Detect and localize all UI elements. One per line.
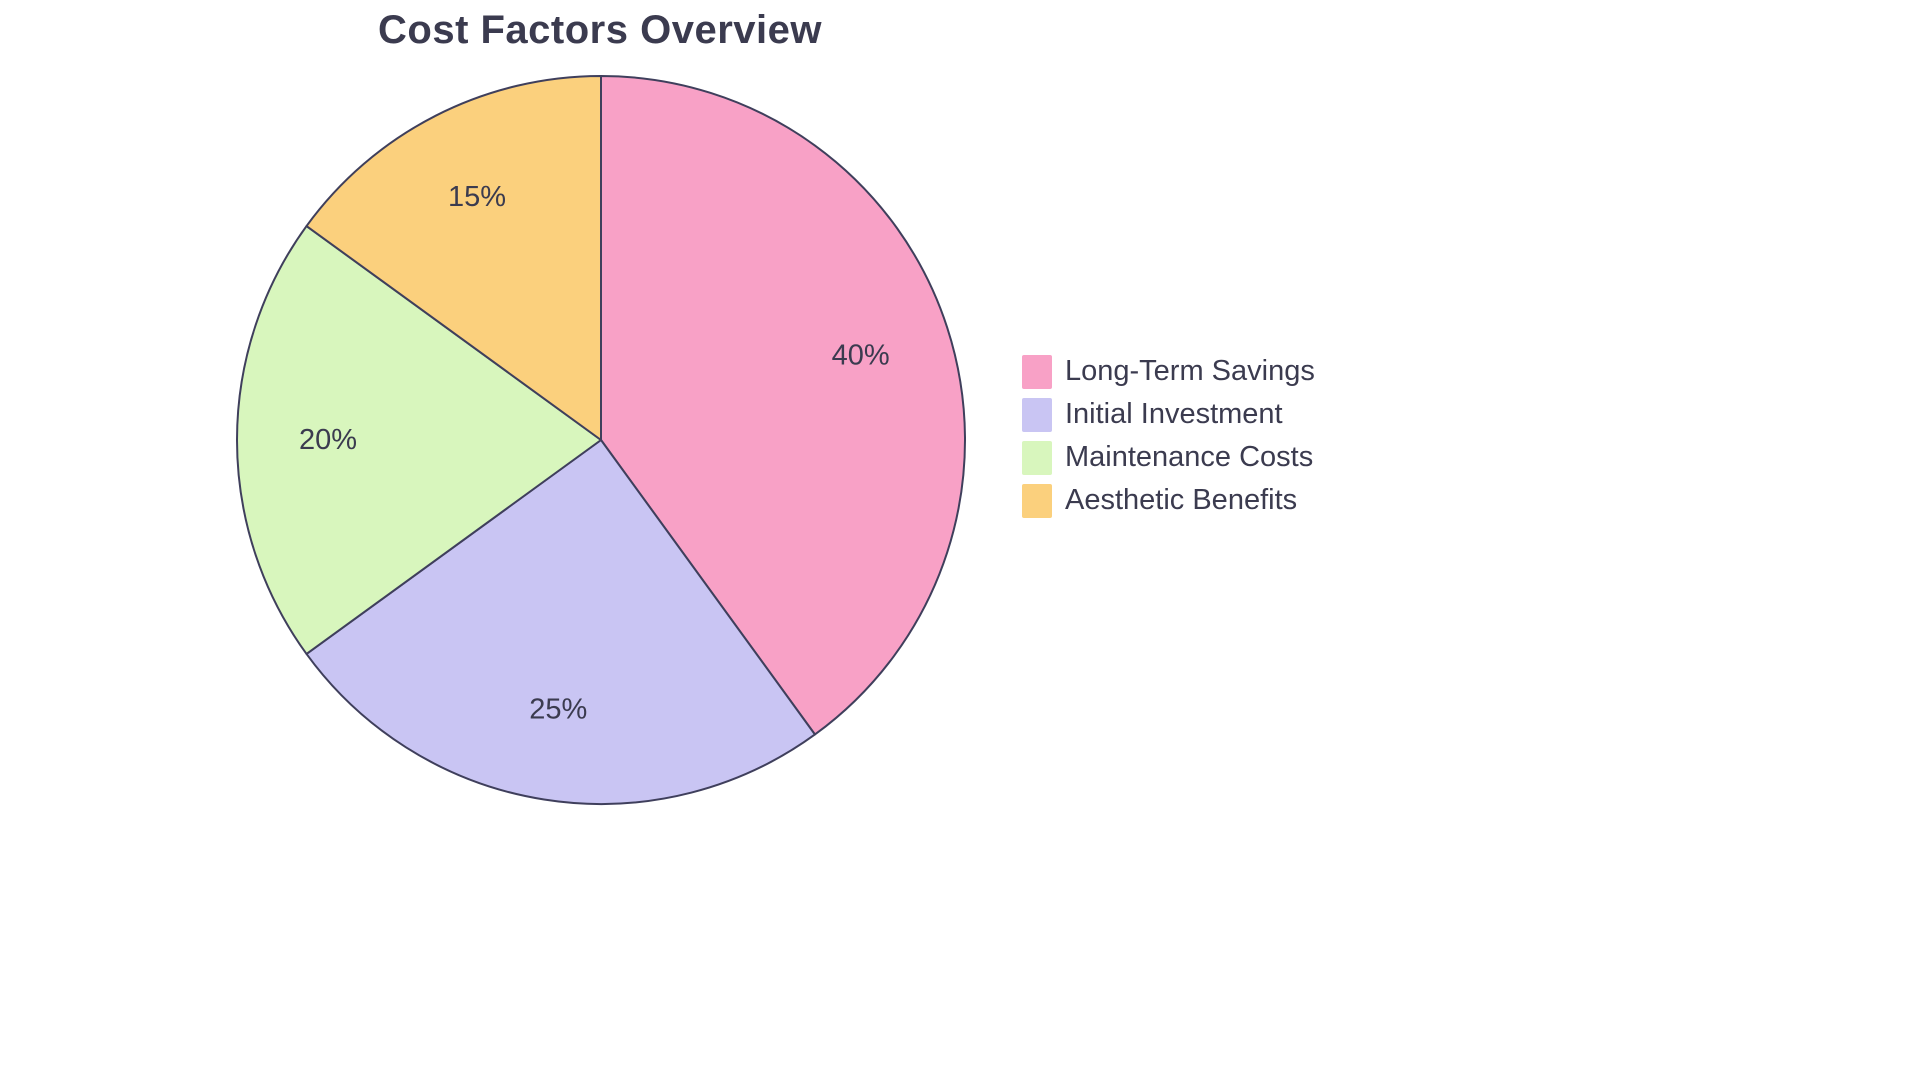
legend-label: Initial Investment [1065,398,1283,430]
legend-swatch [1022,483,1052,518]
pie-slice-aesthetic-benefits [305,75,602,441]
slice-value-label: 40% [832,340,890,372]
chart-title: Cost Factors Overview [378,8,822,52]
slice-value-label: 15% [448,181,506,213]
legend-label: Aesthetic Benefits [1065,484,1298,516]
legend-item: Maintenance Costs [1022,436,1315,479]
legend-swatch [1022,397,1052,432]
legend-swatch [1022,440,1052,475]
pie-slice-initial-investment [305,439,816,805]
slice-value-label: 25% [529,694,587,726]
legend: Long-Term Savings Initial Investment Maint… [1022,350,1315,522]
legend-swatch [1022,354,1052,389]
legend-item: Long-Term Savings [1022,350,1315,393]
pie-slice-long-term-savings [600,75,966,736]
slice-value-label: 20% [299,424,357,456]
legend-label: Long-Term Savings [1065,355,1315,387]
legend-label: Maintenance Costs [1065,441,1314,473]
pie-slice-maintenance-costs [236,225,602,655]
legend-item: Aesthetic Benefits [1022,479,1315,522]
legend-item: Initial Investment [1022,393,1315,436]
